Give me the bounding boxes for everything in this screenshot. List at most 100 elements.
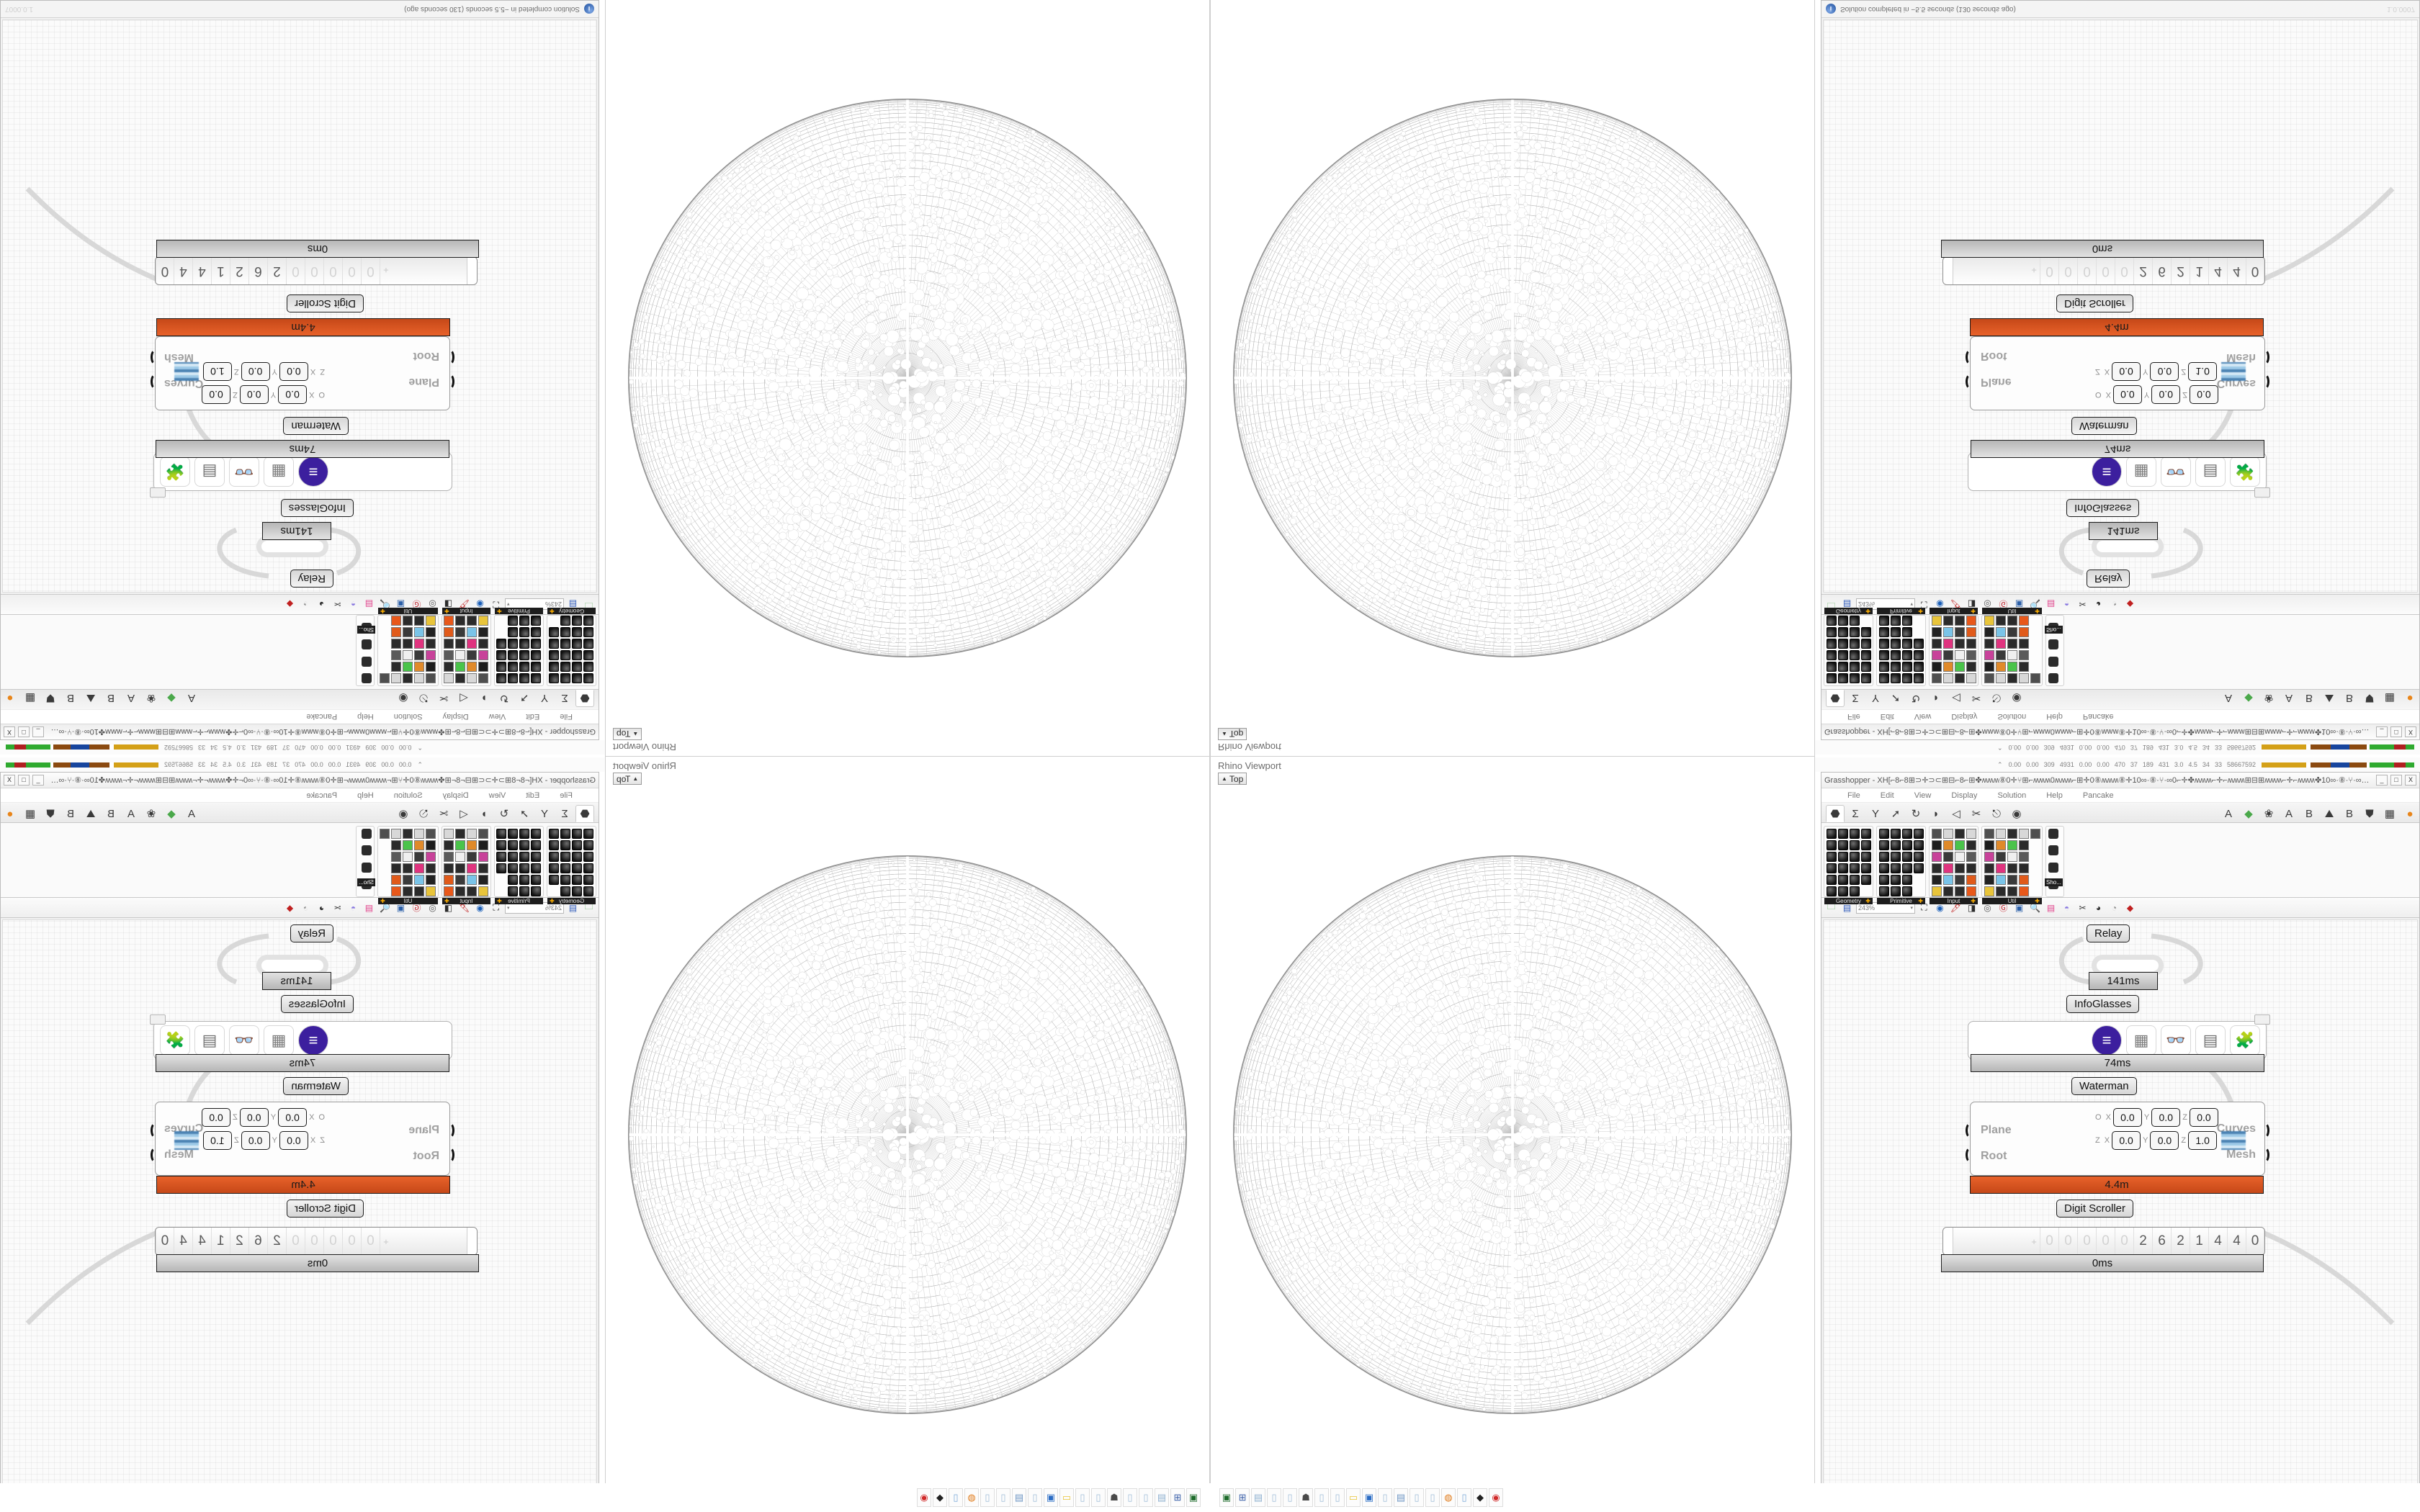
- ribbon-component-icon[interactable]: [1984, 851, 1994, 862]
- ribbon-component-icon[interactable]: [1942, 886, 1953, 896]
- tab-addon-b[interactable]: B: [107, 692, 115, 705]
- ribbon-component-icon[interactable]: [572, 639, 583, 649]
- tab-intersect[interactable]: ✂: [1971, 808, 1981, 820]
- ribbon-component-icon[interactable]: [549, 650, 560, 661]
- port-plane-in[interactable]: [445, 374, 454, 390]
- ribbon-component-icon[interactable]: [1984, 650, 1994, 661]
- plane-row-zaxis[interactable]: Z X 0.0 Y 0.0 Z 1.0: [174, 1131, 327, 1150]
- ribbon-component-icon[interactable]: [1931, 616, 1942, 626]
- ribbon-component-icon[interactable]: [478, 616, 489, 626]
- ribbon-component-icon[interactable]: [519, 673, 530, 684]
- ribbon-component-icon[interactable]: [1966, 863, 1976, 873]
- ribbon-component-icon[interactable]: [1942, 673, 1953, 684]
- ribbon-component-icon[interactable]: [1860, 851, 1871, 862]
- scissors-icon[interactable]: ✂: [2079, 599, 2087, 610]
- taskbar-icon-blue[interactable]: ▣: [1044, 1488, 1058, 1507]
- ribbon-component-icon[interactable]: [519, 851, 530, 862]
- tab-addon-shield[interactable]: ⛊: [46, 807, 55, 820]
- tab-intersect[interactable]: ✂: [439, 692, 449, 704]
- field-zx[interactable]: 0.0: [279, 362, 308, 381]
- ribbon-component-icon[interactable]: [391, 639, 402, 649]
- ribbon-component-icon[interactable]: [1860, 840, 1871, 850]
- sphere-dark-icon[interactable]: ◕: [2095, 902, 2102, 913]
- ribbon-component-icon[interactable]: [426, 673, 436, 684]
- glasses-blue-icon[interactable]: [362, 673, 372, 684]
- ribbon-component-icon[interactable]: [467, 863, 478, 873]
- ribbon-component-icon[interactable]: [391, 627, 402, 638]
- digit-scroller-widget[interactable]: +0 0 0 0 0 2 6 2 1 4 4 0: [155, 256, 478, 285]
- ribbon-component-icon[interactable]: [414, 662, 425, 672]
- ribbon-component-icon[interactable]: [519, 886, 530, 896]
- ribbon-component-icon[interactable]: [1849, 627, 1860, 638]
- taskbar-icon-doc4[interactable]: ▤: [1394, 1488, 1408, 1507]
- tab-params[interactable]: ⬣: [1826, 690, 1845, 707]
- node-waterman-params-body[interactable]: Plane Root Curves Mesh O X 0.0 Y 0.0 Z 0…: [1966, 1102, 2269, 1176]
- minimize-button[interactable]: _: [2376, 775, 2388, 786]
- ribbon-component-icon[interactable]: [1931, 627, 1942, 638]
- field-zy[interactable]: 0.0: [241, 1131, 270, 1150]
- tab-params[interactable]: ⬣: [575, 805, 594, 822]
- ribbon-component-icon[interactable]: [583, 639, 594, 649]
- ribbon-component-icon[interactable]: [1837, 627, 1848, 638]
- ribbon-component-icon[interactable]: [2018, 627, 2029, 638]
- taskbar-icon-doc3[interactable]: ▯: [1410, 1488, 1424, 1507]
- ribbon-component-icon[interactable]: [455, 886, 466, 896]
- ribbon-component-icon[interactable]: [426, 886, 436, 896]
- scroller-digit-9[interactable]: 1: [2190, 257, 2208, 284]
- ribbon-component-icon[interactable]: [403, 828, 413, 839]
- menu-item-file[interactable]: File: [1847, 791, 1860, 800]
- ribbon-component-icon[interactable]: [560, 874, 571, 885]
- menu-bar[interactable]: File Edit View Display Solution Help Pancake: [1, 788, 599, 803]
- menu-item-view[interactable]: View: [1914, 712, 1932, 721]
- tab-vector[interactable]: ➚: [1891, 808, 1901, 820]
- field-zy[interactable]: 0.0: [2150, 1131, 2179, 1150]
- ribbon-component-icon[interactable]: [1942, 851, 1953, 862]
- field-zx[interactable]: 0.0: [2112, 362, 2141, 381]
- ribbon-component-icon[interactable]: [1837, 863, 1848, 873]
- field-ox[interactable]: 0.0: [2112, 1108, 2142, 1127]
- close-button[interactable]: X: [2405, 726, 2416, 737]
- ribbon-group-label-util[interactable]: Util ✚: [378, 898, 438, 904]
- tab-mesh[interactable]: ◁: [460, 808, 468, 820]
- scroller-digit-1[interactable]: 0: [2040, 257, 2058, 284]
- ribbon-component-icon[interactable]: [391, 886, 402, 896]
- ribbon-component-icon[interactable]: [455, 639, 466, 649]
- taskbar-icon-doc8[interactable]: ▯: [1283, 1488, 1297, 1507]
- viewport-view-arrow[interactable]: ▲: [1222, 775, 1227, 782]
- ribbon-component-icon[interactable]: [583, 650, 594, 661]
- rhino-viewport-top-left[interactable]: Rhino Viewport ▲ Top: [605, 0, 1210, 756]
- ribbon-component-icon[interactable]: [1890, 828, 1901, 839]
- scroller-digit-6[interactable]: 2: [2133, 1228, 2152, 1255]
- menu-item-display[interactable]: Display: [1951, 712, 1978, 721]
- sphere-light-icon[interactable]: ◔: [2111, 902, 2118, 913]
- ribbon-component-icon[interactable]: [1901, 874, 1912, 885]
- tab-addon-cloud[interactable]: ❀: [2264, 692, 2274, 704]
- port-root-in[interactable]: [445, 1147, 454, 1163]
- ribbon-component-icon[interactable]: [1878, 840, 1889, 850]
- ribbon-component-icon[interactable]: [478, 828, 489, 839]
- ribbon-group-label-util[interactable]: Util ✚: [1982, 608, 2042, 614]
- ribbon-group-geometry[interactable]: Geometry ✚: [547, 826, 596, 904]
- minimize-button[interactable]: _: [32, 726, 44, 737]
- menu-item-view[interactable]: View: [488, 712, 506, 721]
- tab-addon-a[interactable]: A: [2224, 692, 2232, 705]
- ribbon-component-icon[interactable]: [560, 616, 571, 626]
- digit-scroller-widget[interactable]: +0 0 0 0 0 2 6 2 1 4 4 0: [155, 1227, 478, 1256]
- scroller-digit-3[interactable]: 0: [324, 1228, 343, 1255]
- field-zy[interactable]: 0.0: [2150, 362, 2179, 381]
- ribbon-component-icon[interactable]: [2018, 863, 2029, 873]
- ribbon-expand-icon[interactable]: ✚: [550, 608, 555, 614]
- node-slider-44[interactable]: 4.4m: [156, 318, 450, 336]
- scroller-digit-3[interactable]: 0: [2077, 257, 2096, 284]
- tab-addon-grid[interactable]: ▦: [2384, 808, 2396, 820]
- help-icon[interactable]: ▤: [364, 599, 374, 610]
- grasshopper-title-bar[interactable]: Grasshopper - XH[⌐8⌐8⊞⊃✛⊃⊂⊞⊟⌐8⌐⊞✤ʍʍʍ⑧0✛⑂…: [1, 773, 599, 788]
- menu-item-display[interactable]: Display: [442, 712, 469, 721]
- ribbon-component-icon[interactable]: [531, 627, 542, 638]
- scroller-digit-7[interactable]: 6: [2152, 257, 2171, 284]
- node-digit-scroller[interactable]: Digit Scroller: [286, 1200, 364, 1218]
- ribbon-component-icon[interactable]: [519, 874, 530, 885]
- equals-badge-icon[interactable]: ≡: [298, 456, 328, 487]
- tab-addon-cloud[interactable]: ❀: [2264, 808, 2274, 820]
- ribbon-component-icon[interactable]: [1913, 673, 1924, 684]
